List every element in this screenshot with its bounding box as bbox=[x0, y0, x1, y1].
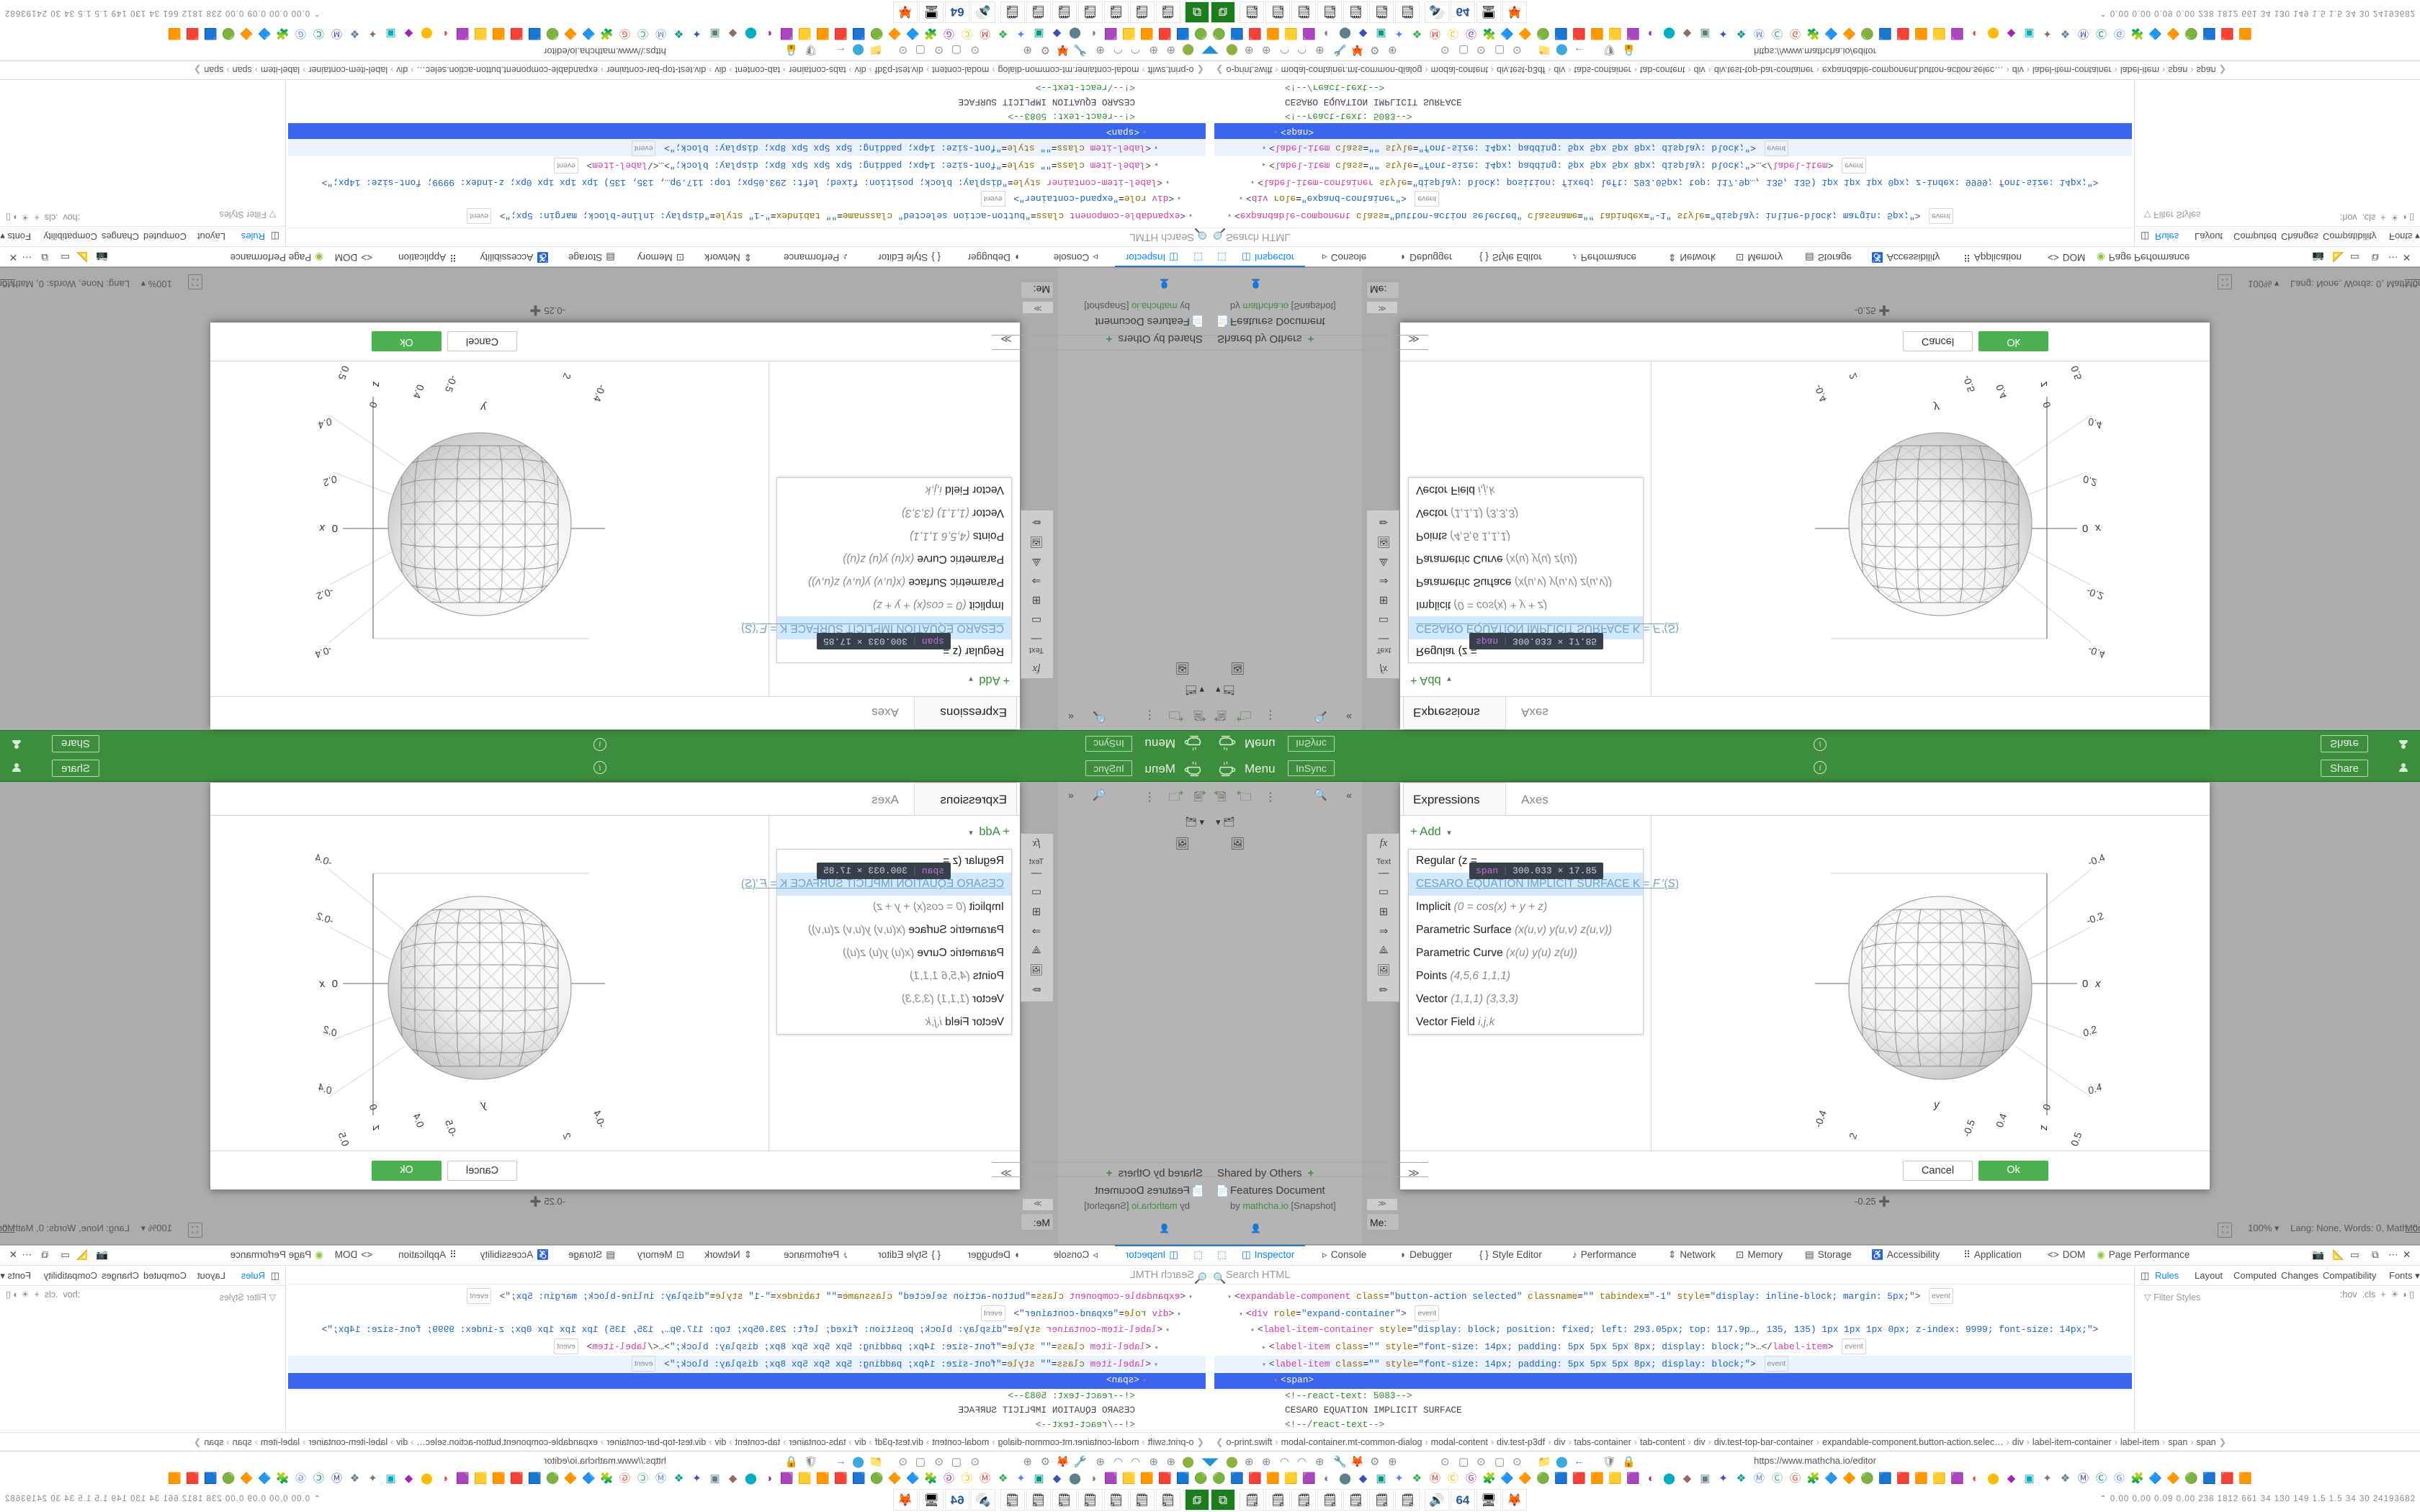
svg-text:-0.4: -0.4 bbox=[313, 644, 333, 660]
svg-text:z: z bbox=[370, 381, 382, 387]
svg-text:-0.4: -0.4 bbox=[2087, 644, 2107, 660]
svg-text:2: 2 bbox=[560, 1131, 573, 1140]
svg-text:0.2: 0.2 bbox=[321, 1023, 339, 1039]
svg-text:y: y bbox=[1933, 401, 1940, 413]
svg-text:-0.4: -0.4 bbox=[1812, 1109, 1829, 1129]
svg-text:0.4: 0.4 bbox=[2087, 1081, 2104, 1097]
svg-text:2: 2 bbox=[560, 372, 573, 381]
svg-text:0: 0 bbox=[332, 522, 338, 534]
svg-text:0.5: 0.5 bbox=[2069, 364, 2084, 382]
svg-text:0.5: 0.5 bbox=[336, 364, 351, 382]
svg-text:-0.4: -0.4 bbox=[313, 851, 333, 868]
svg-text:-0.2: -0.2 bbox=[2085, 585, 2105, 602]
svg-text:0.4: 0.4 bbox=[1994, 1112, 2009, 1129]
svg-text:y: y bbox=[480, 1099, 487, 1111]
svg-text:0.4: 0.4 bbox=[411, 1112, 426, 1129]
svg-text:0.4: 0.4 bbox=[1994, 383, 2009, 400]
svg-text:y: y bbox=[480, 401, 487, 413]
svg-text:0.2: 0.2 bbox=[2081, 1023, 2099, 1039]
svg-text:0.4: 0.4 bbox=[316, 1081, 333, 1097]
svg-text:0.5: 0.5 bbox=[2069, 1130, 2084, 1148]
svg-text:-0.4: -0.4 bbox=[591, 383, 608, 403]
svg-text:-0.2: -0.2 bbox=[315, 585, 335, 602]
svg-text:x: x bbox=[2094, 978, 2101, 990]
svg-text:-0.2: -0.2 bbox=[315, 909, 335, 926]
svg-text:z: z bbox=[2038, 1125, 2050, 1131]
svg-text:0.4: 0.4 bbox=[316, 415, 333, 431]
svg-text:-0.4: -0.4 bbox=[2087, 851, 2107, 868]
svg-text:x: x bbox=[319, 978, 326, 990]
svg-text:0.2: 0.2 bbox=[2081, 473, 2099, 489]
svg-text:-0.4: -0.4 bbox=[1812, 383, 1829, 403]
svg-text:0.5: 0.5 bbox=[336, 1130, 351, 1148]
svg-text:2: 2 bbox=[1847, 372, 1860, 381]
svg-text:-0.5: -0.5 bbox=[1960, 1118, 1977, 1138]
svg-text:-0.5: -0.5 bbox=[1960, 374, 1977, 394]
svg-text:z: z bbox=[370, 1125, 382, 1131]
svg-text:0.4: 0.4 bbox=[411, 383, 426, 400]
svg-text:0.4: 0.4 bbox=[2087, 415, 2104, 431]
svg-text:0: 0 bbox=[2082, 522, 2088, 534]
svg-text:x: x bbox=[2094, 522, 2101, 534]
svg-text:-0.4: -0.4 bbox=[591, 1109, 608, 1129]
svg-text:0: 0 bbox=[2082, 978, 2088, 990]
svg-text:-0.2: -0.2 bbox=[2085, 909, 2105, 926]
svg-text:-0.5: -0.5 bbox=[443, 1118, 460, 1138]
svg-text:0.2: 0.2 bbox=[321, 473, 339, 489]
svg-text:0: 0 bbox=[332, 978, 338, 990]
svg-text:2: 2 bbox=[1847, 1131, 1860, 1140]
svg-text:y: y bbox=[1933, 1099, 1940, 1111]
svg-text:z: z bbox=[2038, 381, 2050, 387]
svg-text:x: x bbox=[319, 522, 326, 534]
svg-text:-0.5: -0.5 bbox=[443, 374, 460, 394]
